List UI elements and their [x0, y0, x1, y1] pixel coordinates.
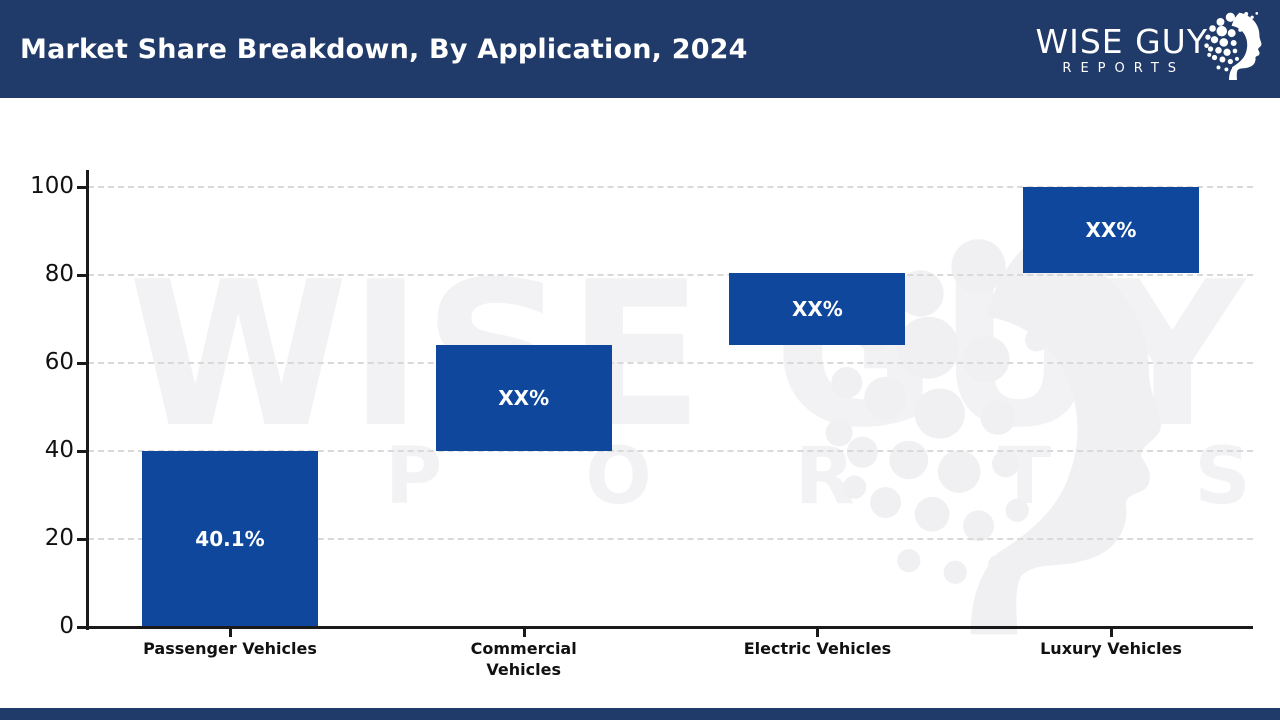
bar-segment: XX%: [1023, 187, 1199, 274]
bar-segment: XX%: [435, 345, 612, 451]
x-tick-mark: [522, 628, 526, 637]
y-tick-mark: [77, 538, 86, 541]
y-tick-mark: [77, 626, 86, 629]
x-tick-mark: [1110, 628, 1113, 637]
bar-segment: 40.1%: [142, 450, 318, 627]
bar-value-label: XX%: [1085, 218, 1137, 243]
x-category-label: Passenger Vehicles: [143, 639, 317, 658]
x-category-label: Commercial Vehicles: [470, 639, 577, 679]
dotted-head-icon: [1204, 12, 1262, 80]
x-tick-mark: [816, 628, 820, 637]
wise-guy-logo: WISE GUY REPORTS: [1035, 8, 1266, 82]
y-tick-mark: [77, 274, 86, 277]
y-tick-label: 60: [44, 349, 74, 375]
y-tick-mark: [77, 450, 86, 453]
y-tick-label: 40: [44, 437, 74, 463]
gridline: [88, 362, 1253, 364]
x-category-label: Luxury Vehicles: [1040, 639, 1182, 658]
gridline: [88, 274, 1253, 276]
footer-bar: [0, 708, 1280, 720]
bar-value-label: XX%: [791, 297, 843, 322]
y-tick-label: 100: [30, 173, 74, 199]
y-tick-label: 80: [44, 261, 74, 287]
y-axis: [86, 170, 89, 630]
logo-subtext: REPORTS: [1062, 60, 1186, 76]
bar-value-label: 40.1%: [195, 526, 265, 551]
y-tick-mark: [77, 362, 86, 365]
y-tick-label: 20: [44, 525, 74, 551]
x-axis: [86, 626, 1253, 629]
logo-text: WISE GUY REPORTS: [1035, 25, 1208, 76]
logo-wordmark: WISE GUY: [1035, 21, 1208, 61]
chart-title: Market Share Breakdown, By Application, …: [20, 33, 748, 65]
bar-value-label: XX%: [498, 385, 550, 410]
gridline: [88, 538, 1253, 540]
bar-segment: XX%: [729, 273, 906, 346]
x-tick-mark: [229, 628, 232, 637]
y-tick-mark: [77, 186, 86, 189]
x-category-label: Electric Vehicles: [743, 639, 892, 658]
y-tick-label: 0: [59, 613, 74, 639]
header-banner: Market Share Breakdown, By Application, …: [0, 0, 1280, 98]
gridline: [88, 450, 1253, 452]
gridline: [88, 186, 1253, 188]
